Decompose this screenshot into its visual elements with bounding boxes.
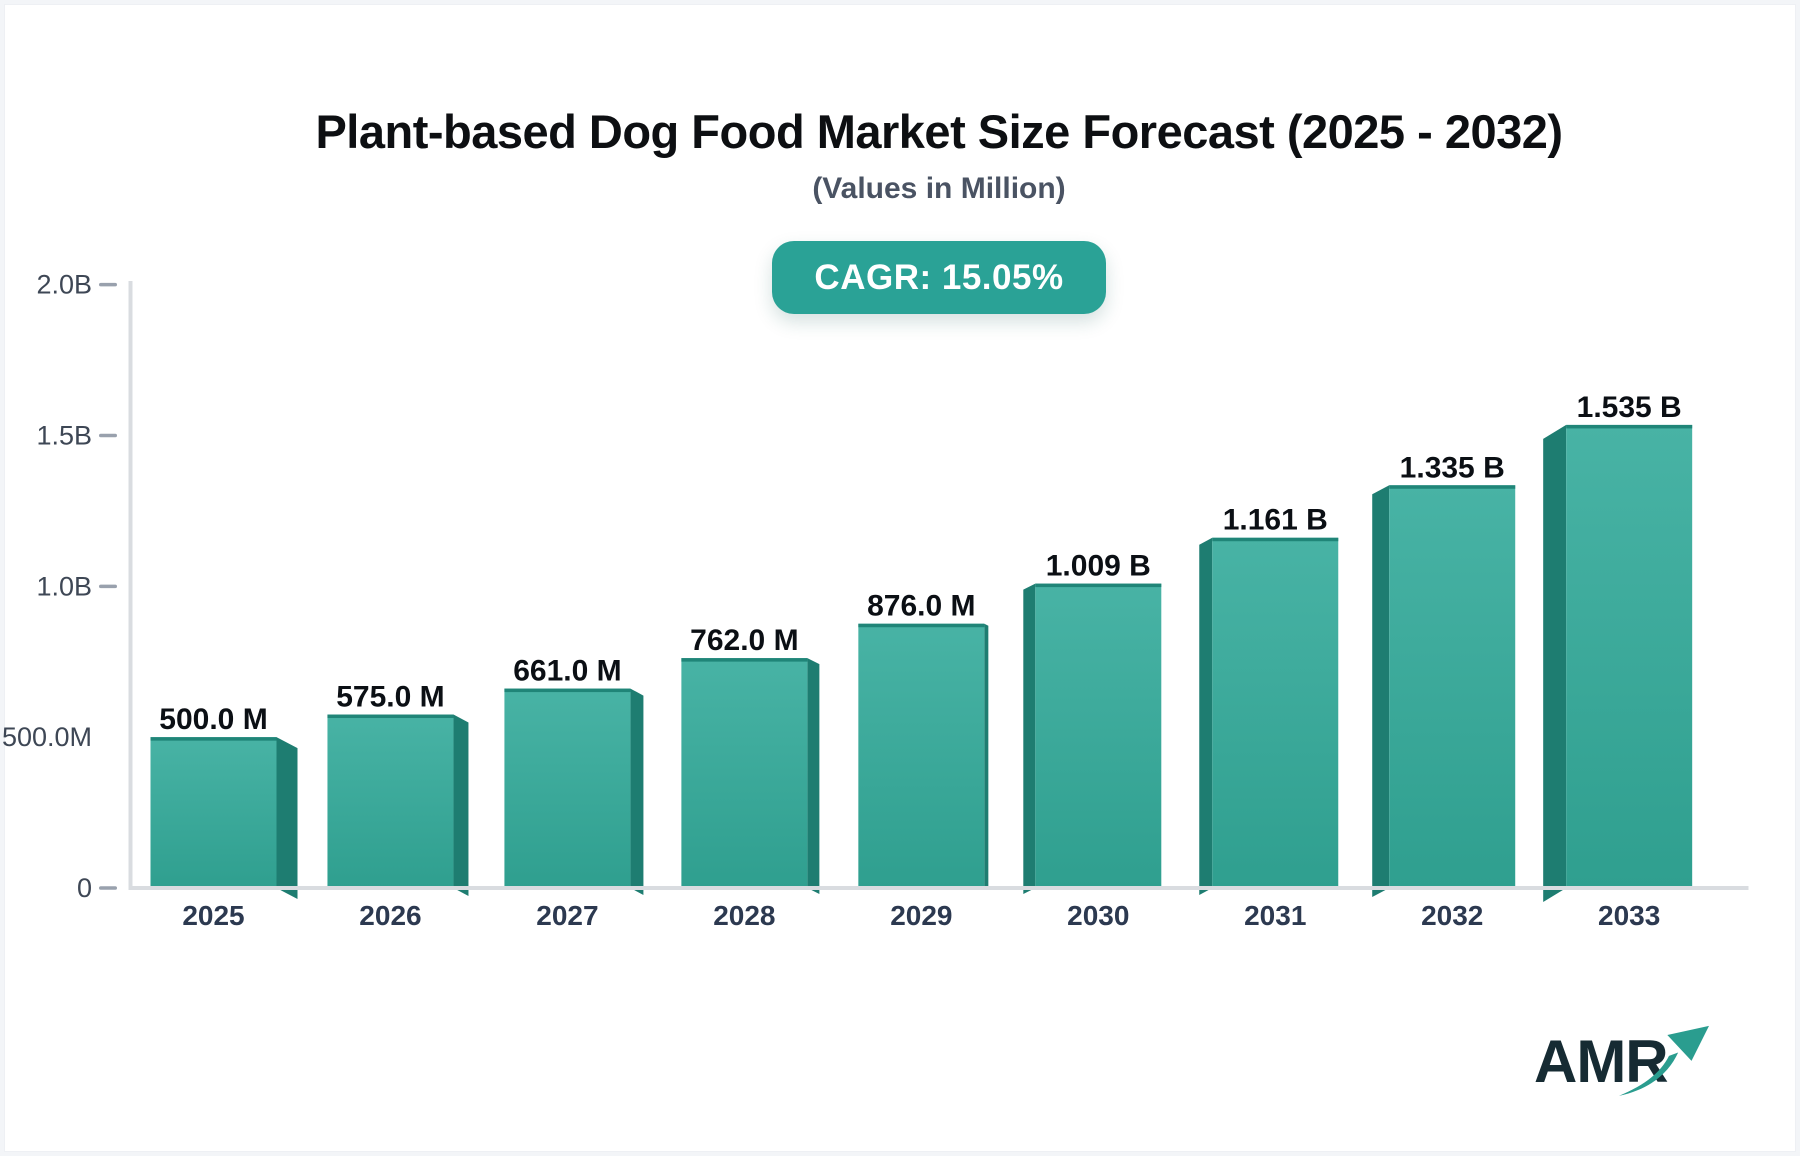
x-axis-label-2026: 2026: [359, 900, 421, 931]
bar-side-2030: [1023, 583, 1036, 894]
chart-header: Plant-based Dog Food Market Size Forecas…: [78, 0, 1800, 314]
y-axis-label-0: 0: [77, 873, 92, 903]
bar-top-edge-2026: [327, 714, 454, 719]
bar-2026: [327, 714, 454, 888]
bar-side-2031: [1199, 537, 1213, 895]
bar-side-2027: [630, 688, 644, 895]
bar-top-edge-2031: [1212, 537, 1339, 542]
y-axis-tick-1.5B: [99, 433, 117, 438]
bar-value-label-2030: 1.009 B: [1046, 550, 1151, 583]
bar-side-2026: [453, 714, 469, 896]
bar-value-label-2031: 1.161 B: [1223, 504, 1328, 537]
bar-top-edge-2028: [681, 658, 808, 662]
bar-group-2027: 661.0 M: [504, 655, 644, 895]
x-axis-label-2030: 2030: [1067, 900, 1129, 931]
bar-2028: [681, 658, 808, 888]
bar-2031: [1212, 537, 1339, 888]
bar-side-2028: [807, 658, 820, 894]
y-axis-label-1.0B: 1.0B: [36, 571, 92, 601]
y-axis-line: [128, 281, 133, 890]
y-axis-label-500.0M: 500.0M: [2, 722, 92, 752]
bar-2030: [1035, 583, 1162, 888]
y-axis-label-1.5B: 1.5B: [36, 420, 92, 450]
bar-top-edge-2025: [150, 737, 277, 741]
bar-group-2032: 1.335 B: [1372, 451, 1516, 897]
bar-top-edge-2032: [1389, 485, 1516, 489]
x-axis-label-2031: 2031: [1244, 900, 1306, 931]
bar-top-edge-2029: [858, 623, 985, 628]
x-axis-label-2033: 2033: [1598, 900, 1660, 931]
y-axis-label-2.0B: 2.0B: [36, 270, 92, 300]
bar-side-2029: [984, 623, 989, 890]
bar-value-label-2028: 762.0 M: [690, 624, 798, 657]
bar-group-2026: 575.0 M: [327, 681, 469, 896]
chart-title: Plant-based Dog Food Market Size Forecas…: [315, 105, 1563, 158]
bar-value-label-2026: 575.0 M: [336, 681, 444, 714]
y-axis-tick-2.0B: [99, 282, 117, 287]
bar-value-label-2032: 1.335 B: [1400, 451, 1505, 484]
bar-group-2031: 1.161 B: [1199, 504, 1339, 895]
bar-side-2032: [1372, 485, 1390, 897]
y-axis-tick-1.0B: [99, 584, 117, 589]
x-axis-label-2028: 2028: [713, 900, 775, 931]
bar-group-2030: 1.009 B: [1023, 550, 1162, 894]
bar-side-2033: [1543, 424, 1567, 902]
growth-arrow-icon: [1619, 1025, 1709, 1096]
x-axis-line: [128, 886, 1749, 890]
x-axis-label-2029: 2029: [890, 900, 952, 931]
cagr-badge: CAGR: 15.05%: [772, 240, 1106, 314]
bar-value-label-2033: 1.535 B: [1577, 391, 1682, 424]
chart-subtitle: (Values in Million): [812, 171, 1066, 205]
x-axis-label-2032: 2032: [1421, 900, 1483, 931]
bar-2029: [858, 623, 985, 888]
bar-top-edge-2030: [1035, 583, 1162, 588]
bar-2027: [504, 688, 631, 888]
bar-group-2029: 876.0 M: [858, 590, 989, 890]
brand-logo: AMR: [1534, 1025, 1734, 1122]
bar-top-edge-2027: [504, 688, 631, 693]
bar-value-label-2027: 661.0 M: [513, 655, 621, 688]
bar-side-2025: [276, 737, 298, 899]
bar-group-2033: 1.535 B: [1543, 391, 1693, 902]
bar-2033: [1566, 424, 1693, 888]
x-axis-label-2027: 2027: [536, 900, 598, 931]
bar-2032: [1389, 485, 1516, 888]
bar-value-label-2029: 876.0 M: [867, 590, 975, 623]
bar-2025: [150, 737, 277, 888]
bar-value-label-2025: 500.0 M: [159, 703, 267, 736]
x-axis-label-2025: 2025: [182, 900, 244, 931]
bar-top-edge-2033: [1566, 424, 1693, 429]
bar-group-2025: 500.0 M: [150, 703, 298, 899]
bar-group-2028: 762.0 M: [681, 624, 820, 894]
y-axis-tick-0: [99, 886, 117, 890]
